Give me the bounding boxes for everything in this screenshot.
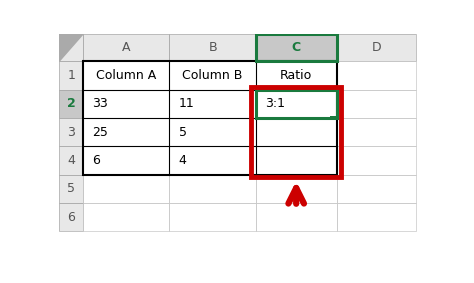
Bar <box>59 203 83 231</box>
Bar <box>59 61 83 89</box>
Bar <box>337 203 416 231</box>
Text: A: A <box>122 41 130 54</box>
Bar <box>59 146 83 175</box>
Text: 1: 1 <box>67 69 75 82</box>
Text: 4: 4 <box>67 154 75 167</box>
Bar <box>256 118 337 146</box>
Bar <box>59 118 83 146</box>
Bar <box>337 61 416 89</box>
Bar <box>251 87 341 177</box>
Text: C: C <box>292 41 301 54</box>
Bar <box>83 203 170 231</box>
Text: Column B: Column B <box>182 69 243 82</box>
Bar <box>83 34 170 61</box>
Bar <box>83 146 170 175</box>
Bar <box>169 146 256 175</box>
Bar <box>337 118 416 146</box>
Text: 33: 33 <box>92 97 108 110</box>
Bar <box>169 89 256 118</box>
Text: 25: 25 <box>92 126 108 138</box>
Text: 6: 6 <box>92 154 100 167</box>
Bar <box>169 34 256 61</box>
Bar <box>83 89 170 118</box>
Bar <box>256 34 337 61</box>
Bar <box>337 89 416 118</box>
Bar <box>83 34 170 61</box>
Bar <box>256 175 337 203</box>
Bar <box>59 175 83 203</box>
Text: Ratio: Ratio <box>280 69 312 82</box>
Bar <box>59 203 83 231</box>
Bar <box>169 118 256 146</box>
Text: 3:1: 3:1 <box>265 97 285 110</box>
Text: B: B <box>208 41 217 54</box>
Bar <box>83 118 170 146</box>
Bar <box>59 146 83 175</box>
Polygon shape <box>59 34 83 61</box>
Bar <box>59 34 83 61</box>
Bar <box>337 34 416 61</box>
Bar <box>256 89 337 118</box>
Bar <box>256 34 337 61</box>
Text: 3: 3 <box>67 126 75 138</box>
Bar <box>83 175 170 203</box>
Bar <box>59 118 83 146</box>
Bar <box>256 61 337 89</box>
Text: 5: 5 <box>179 126 187 138</box>
Bar <box>256 203 337 231</box>
Bar <box>59 89 83 118</box>
Bar <box>337 34 416 61</box>
Bar <box>256 89 337 118</box>
Bar <box>59 34 83 61</box>
Text: 11: 11 <box>179 97 194 110</box>
Text: 6: 6 <box>67 211 75 224</box>
Bar <box>59 89 83 118</box>
Bar <box>59 175 83 203</box>
Text: Column A: Column A <box>96 69 156 82</box>
Bar <box>169 61 256 89</box>
Text: D: D <box>371 41 381 54</box>
Bar <box>337 175 416 203</box>
Bar <box>83 61 170 89</box>
Bar <box>169 175 256 203</box>
Bar <box>256 34 337 61</box>
Bar <box>169 34 256 61</box>
Bar <box>59 61 83 89</box>
Bar <box>256 146 337 175</box>
Text: 2: 2 <box>67 97 75 110</box>
Bar <box>330 116 337 120</box>
Bar <box>169 203 256 231</box>
Bar <box>83 61 337 175</box>
Bar <box>337 146 416 175</box>
Text: 5: 5 <box>67 182 75 195</box>
Text: 4: 4 <box>179 154 186 167</box>
